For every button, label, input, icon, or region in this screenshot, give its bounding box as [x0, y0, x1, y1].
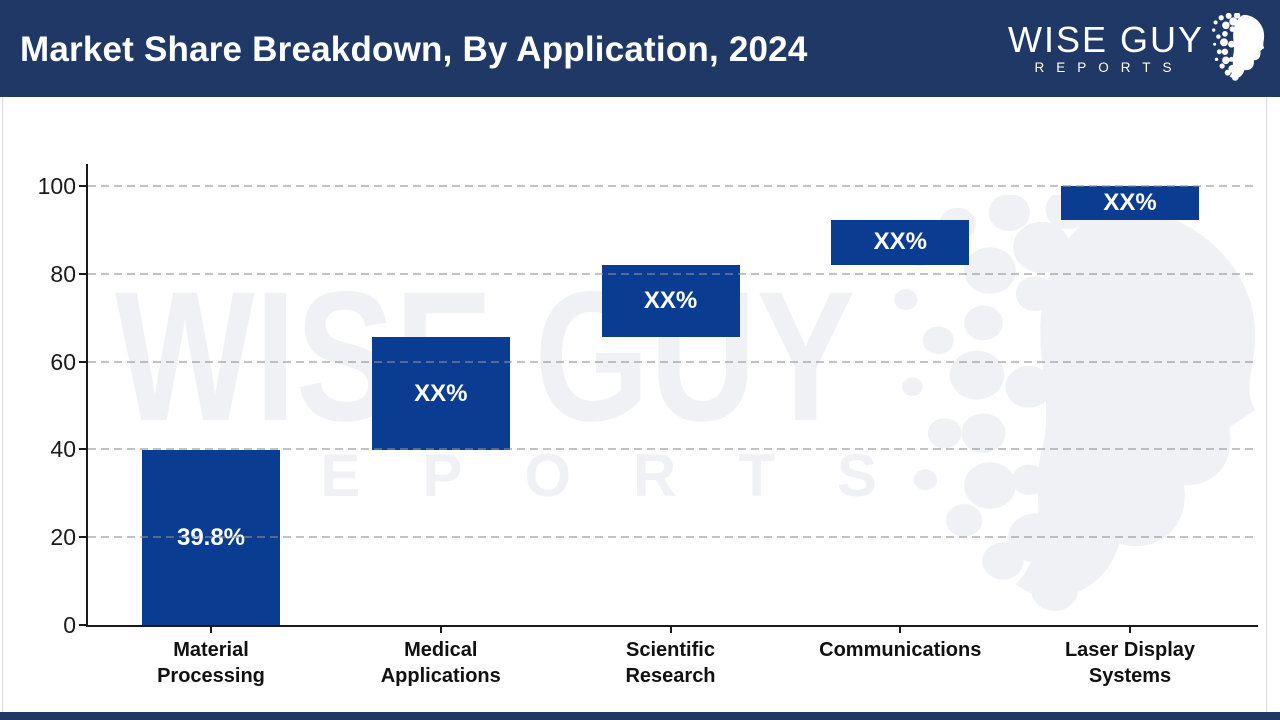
- y-tick-label: 100: [37, 173, 76, 199]
- x-tick: [899, 627, 902, 633]
- x-category-label-line: Processing: [157, 665, 265, 687]
- x-category-label-line: Scientific: [626, 639, 715, 661]
- y-tick: [79, 360, 87, 363]
- y-tick: [79, 624, 87, 626]
- x-category-label-line: Systems: [1088, 665, 1172, 687]
- x-category-label-line: Material: [173, 639, 249, 661]
- y-tick: [79, 448, 87, 451]
- bar-value-label: XX%: [643, 287, 698, 315]
- bar-value-label: XX%: [1103, 188, 1157, 216]
- gridline: [88, 185, 1256, 187]
- wiseguy-logo: WISE GUY REPORTS: [1008, 13, 1266, 83]
- logo-brand-sub: REPORTS: [1034, 59, 1184, 75]
- y-tick: [79, 272, 87, 275]
- y-tick: [79, 185, 87, 187]
- x-tick: [1129, 627, 1131, 633]
- x-tick: [210, 627, 212, 633]
- x-category-label-line: Laser Display: [1064, 639, 1196, 661]
- x-category-label: Communications: [783, 637, 1017, 663]
- x-category-label: Medical Applications: [324, 637, 558, 689]
- y-tick-label: 20: [50, 524, 76, 551]
- bar: XX%: [831, 219, 970, 265]
- y-tick-label: 0: [63, 612, 76, 638]
- bar-value-label: XX%: [873, 228, 927, 256]
- x-tick: [669, 627, 672, 633]
- x-category-label-line: Communications: [819, 639, 982, 661]
- watermark-text-secondary: REPORTS: [215, 442, 940, 509]
- bar: XX%: [601, 265, 740, 338]
- y-tick-label: 60: [50, 348, 76, 375]
- footer-bar: [0, 712, 1280, 720]
- header-bar: Market Share Breakdown, By Application, …: [0, 0, 1280, 97]
- gridline: [88, 448, 1256, 451]
- gridline: [88, 272, 1256, 275]
- bar-value-label: XX%: [414, 379, 468, 407]
- gridline: [88, 360, 1256, 363]
- x-category-label-line: Medical: [404, 639, 478, 661]
- bar: XX%: [371, 337, 510, 451]
- logo-text: WISE GUY REPORTS: [1007, 18, 1204, 76]
- chart-canvas: [2, 97, 1267, 712]
- x-category-label-line: Research: [625, 665, 716, 687]
- x-category-label: Scientific Research: [554, 637, 788, 689]
- x-category-label-line: Applications: [380, 665, 501, 687]
- y-tick-label: 80: [50, 260, 76, 287]
- logo-brand-name: WISE GUY: [1007, 18, 1204, 60]
- wiseguy-face-icon: [1212, 13, 1265, 81]
- x-category-label: Material Processing: [94, 637, 328, 689]
- x-category-label: Laser Display Systems: [1013, 637, 1247, 689]
- gridline: [88, 536, 1256, 539]
- x-axis-line: [86, 625, 1258, 627]
- chart-title: Market Share Breakdown, By Application, …: [20, 30, 808, 69]
- bar: XX%: [1061, 186, 1199, 220]
- y-axis-line: [86, 164, 88, 626]
- x-tick: [439, 627, 442, 633]
- y-tick-label: 40: [50, 436, 76, 463]
- y-tick: [79, 536, 87, 539]
